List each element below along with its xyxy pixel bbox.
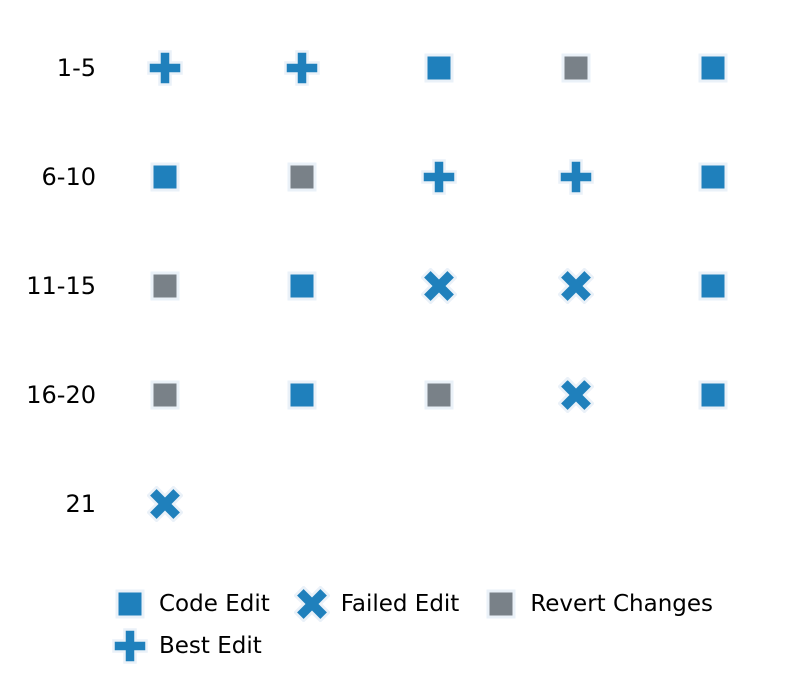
plot-cell	[96, 159, 233, 195]
plot-area: 1-5 6-10 11-15 16-20 21	[0, 13, 809, 558]
row-label: 11-15	[26, 271, 96, 300]
plot-cell	[507, 158, 644, 195]
plot-cell	[96, 485, 233, 522]
plot-row-6-10: 6-10	[0, 122, 809, 231]
plot-cell	[507, 376, 644, 413]
plot-row-11-15: 11-15	[0, 231, 809, 340]
plot-cell	[507, 267, 644, 304]
best-marker-icon	[283, 49, 320, 86]
legend-label: Code Edit	[159, 591, 270, 617]
plot-row-21: 21	[0, 449, 809, 558]
plot-cell	[644, 377, 781, 413]
legend-label: Best Edit	[159, 633, 262, 659]
legend-label: Failed Edit	[340, 591, 460, 617]
plot-cell	[96, 49, 233, 86]
code-marker-icon	[698, 53, 727, 82]
best-marker-icon	[146, 49, 183, 86]
revert-marker-icon	[486, 589, 516, 619]
failed-marker-icon	[293, 586, 330, 622]
failed-marker-icon	[146, 485, 183, 522]
row-label: 6-10	[41, 162, 96, 191]
failed-marker-icon	[557, 376, 594, 413]
legend: Code Edit Failed Edit Revert Changes Best E…	[112, 586, 802, 664]
code-marker-icon	[287, 271, 316, 300]
row-label: 16-20	[26, 380, 96, 409]
best-marker-icon	[112, 628, 148, 664]
plot-cell	[233, 268, 370, 304]
row-label: 1-5	[56, 53, 96, 82]
best-marker-icon	[420, 158, 457, 195]
legend-item-code: Code Edit	[112, 586, 270, 622]
revert-marker-icon	[150, 271, 179, 300]
plot-cell	[370, 50, 507, 86]
code-marker-icon	[115, 589, 145, 619]
legend-item-revert: Revert Changes	[483, 586, 713, 622]
failed-marker-icon	[557, 267, 594, 304]
code-marker-icon	[424, 53, 453, 82]
row-label: 21	[65, 489, 96, 518]
plot-cell	[644, 268, 781, 304]
plot-cell	[233, 49, 370, 86]
plot-row-1-5: 1-5	[0, 13, 809, 122]
plot-row-16-20: 16-20	[0, 340, 809, 449]
plot-cell	[644, 50, 781, 86]
plot-cell	[370, 267, 507, 304]
plot-cell	[96, 377, 233, 413]
plot-cell	[233, 377, 370, 413]
code-marker-icon	[150, 162, 179, 191]
code-marker-icon	[698, 380, 727, 409]
plot-cell	[233, 159, 370, 195]
plot-cell	[507, 50, 644, 86]
failed-marker-icon	[420, 267, 457, 304]
revert-marker-icon	[287, 162, 316, 191]
legend-item-failed: Failed Edit	[293, 586, 460, 622]
revert-marker-icon	[561, 53, 590, 82]
revert-marker-icon	[424, 380, 453, 409]
revert-marker-icon	[150, 380, 179, 409]
plot-cell	[96, 268, 233, 304]
code-marker-icon	[287, 380, 316, 409]
legend-item-best: Best Edit	[112, 628, 262, 664]
plot-cell	[644, 159, 781, 195]
code-marker-icon	[698, 271, 727, 300]
legend-label: Revert Changes	[530, 591, 714, 617]
best-marker-icon	[557, 158, 594, 195]
code-marker-icon	[698, 162, 727, 191]
plot-cell	[370, 158, 507, 195]
plot-cell	[370, 377, 507, 413]
